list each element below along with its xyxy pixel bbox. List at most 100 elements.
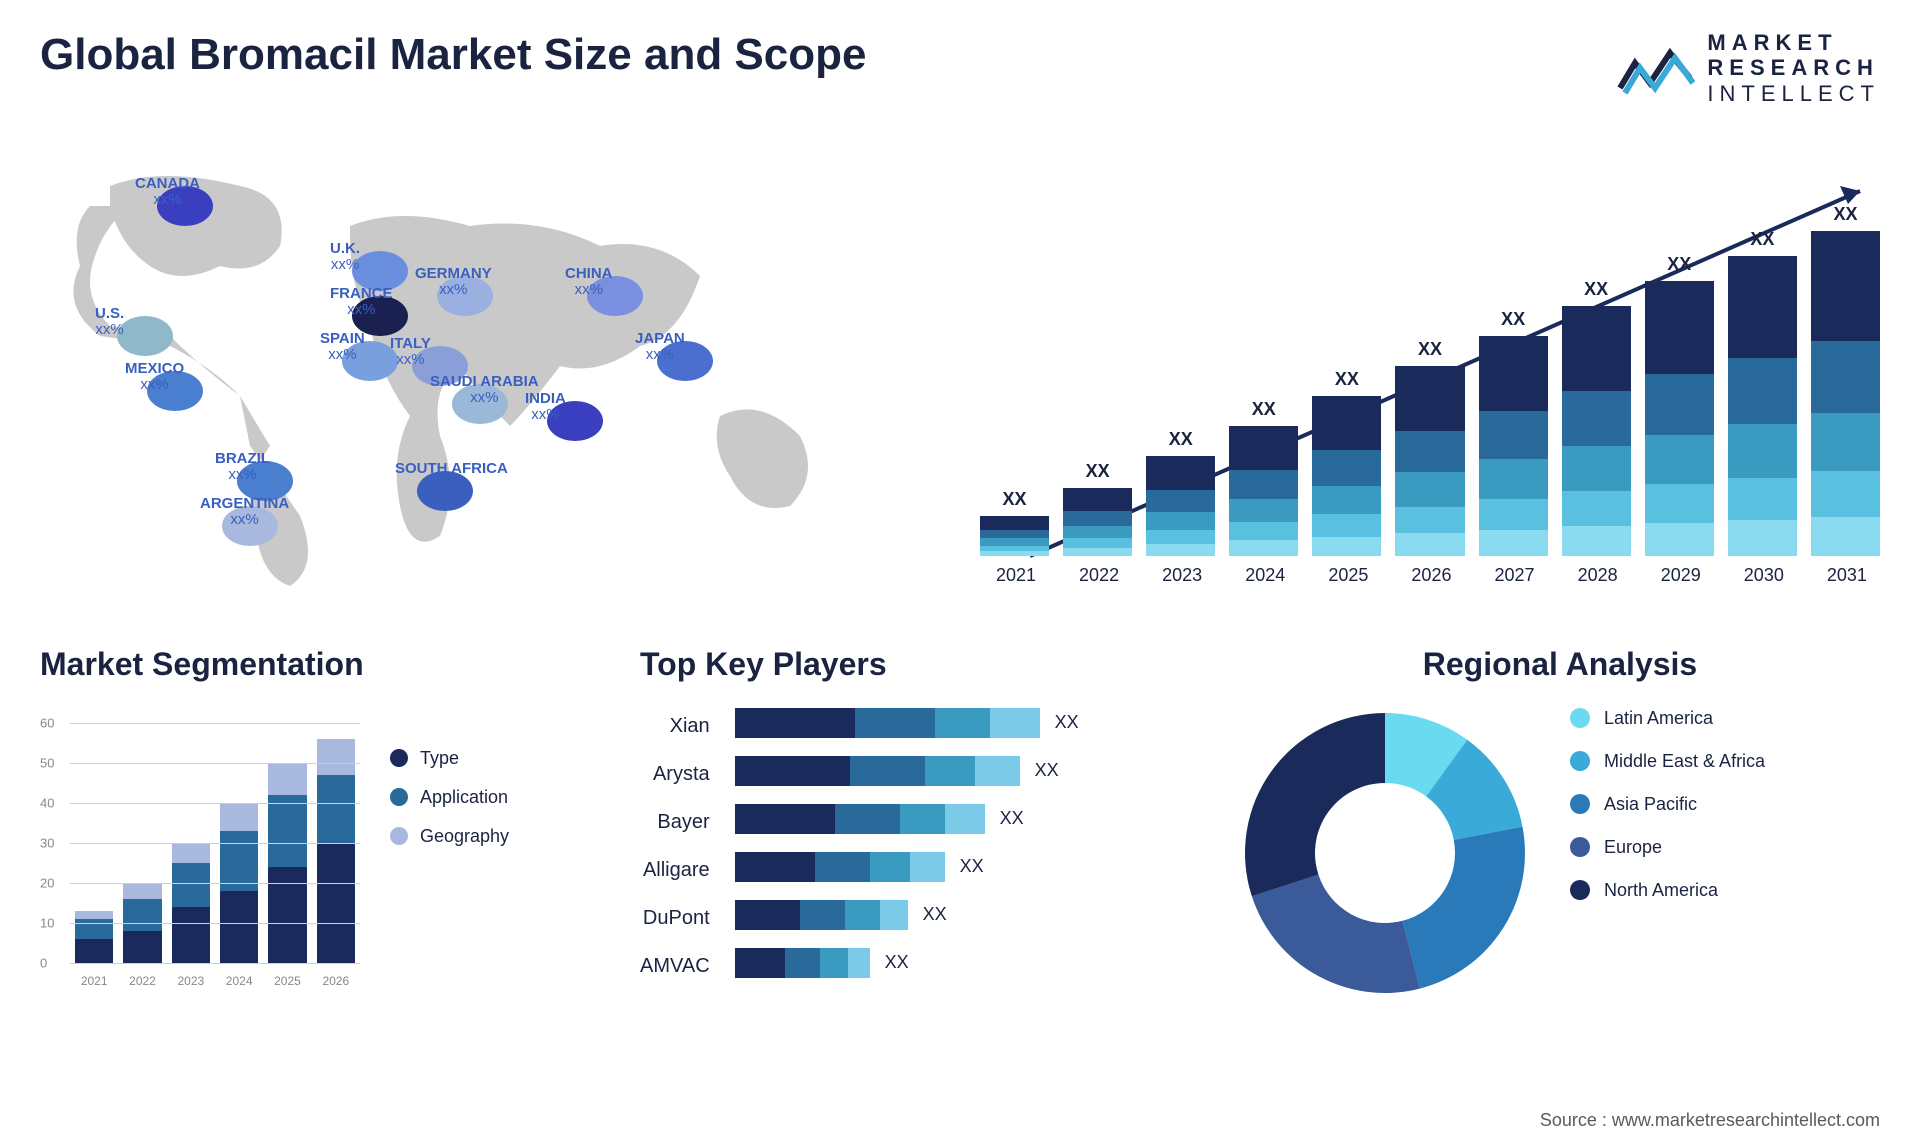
seg-segment bbox=[317, 775, 355, 843]
seg-segment bbox=[220, 803, 258, 831]
country-label-india: INDIAxx% bbox=[525, 391, 566, 424]
kp-row: XX bbox=[735, 804, 1200, 834]
growth-bar-label: XX bbox=[1833, 204, 1857, 225]
kp-seg bbox=[735, 852, 815, 882]
country-label-mexico: MEXICOxx% bbox=[125, 361, 184, 394]
country-label-japan: JAPANxx% bbox=[635, 331, 685, 364]
kp-value: XX bbox=[923, 904, 947, 925]
growth-seg bbox=[1479, 336, 1548, 411]
seg-gridline bbox=[70, 923, 360, 924]
growth-seg bbox=[1395, 472, 1464, 506]
kp-seg bbox=[910, 852, 945, 882]
seg-legend-swatch bbox=[390, 749, 408, 767]
donut-swatch bbox=[1570, 880, 1590, 900]
seg-segment bbox=[123, 883, 161, 899]
growth-seg bbox=[1063, 526, 1132, 538]
kp-seg bbox=[945, 804, 985, 834]
growth-seg bbox=[1312, 514, 1381, 536]
seg-legend-item: Application bbox=[390, 787, 509, 808]
growth-year-label: 2030 bbox=[1728, 565, 1800, 586]
country-label-argentina: ARGENTINAxx% bbox=[200, 496, 289, 529]
kp-row: XX bbox=[735, 708, 1200, 738]
growth-year-label: 2028 bbox=[1562, 565, 1634, 586]
growth-seg bbox=[1728, 358, 1797, 424]
kp-seg bbox=[870, 852, 910, 882]
growth-bar-2025: XX bbox=[1312, 369, 1381, 556]
growth-seg bbox=[1146, 530, 1215, 544]
seg-x-tick: 2025 bbox=[268, 974, 306, 988]
donut-legend-label: North America bbox=[1604, 880, 1718, 901]
growth-seg bbox=[1229, 470, 1298, 499]
seg-legend-label: Type bbox=[420, 748, 459, 769]
seg-legend-swatch bbox=[390, 827, 408, 845]
growth-seg bbox=[1479, 459, 1548, 499]
seg-x-tick: 2023 bbox=[172, 974, 210, 988]
growth-bar-stack bbox=[1312, 396, 1381, 556]
growth-bar-2030: XX bbox=[1728, 229, 1797, 556]
kp-row: XX bbox=[735, 852, 1200, 882]
donut-legend-item: Asia Pacific bbox=[1570, 794, 1765, 815]
seg-gridline bbox=[70, 723, 360, 724]
seg-segment bbox=[172, 843, 210, 863]
country-label-southafrica: SOUTH AFRICAxx% bbox=[395, 461, 508, 494]
kp-value: XX bbox=[885, 952, 909, 973]
country-label-italy: ITALYxx% bbox=[390, 336, 431, 369]
growth-seg bbox=[1562, 306, 1631, 391]
seg-segment bbox=[123, 931, 161, 963]
regional-chart: Latin AmericaMiddle East & AfricaAsia Pa… bbox=[1240, 708, 1880, 998]
donut-legend-item: Europe bbox=[1570, 837, 1765, 858]
growth-seg bbox=[980, 516, 1049, 530]
donut-swatch bbox=[1570, 794, 1590, 814]
growth-seg bbox=[980, 551, 1049, 556]
seg-y-tick: 20 bbox=[40, 875, 54, 890]
growth-seg bbox=[1395, 533, 1464, 556]
growth-seg bbox=[1645, 523, 1714, 556]
kp-seg bbox=[835, 804, 900, 834]
kp-bar bbox=[735, 756, 1020, 786]
growth-seg bbox=[1395, 366, 1464, 431]
growth-seg bbox=[1562, 446, 1631, 491]
growth-bar-stack bbox=[1811, 231, 1880, 556]
key-players-chart: XianArystaBayerAlligareDuPontAMVAC XXXXX… bbox=[640, 708, 1200, 982]
seg-segment bbox=[123, 899, 161, 931]
country-label-spain: SPAINxx% bbox=[320, 331, 365, 364]
growth-bar-stack bbox=[980, 516, 1049, 556]
seg-legend-label: Geography bbox=[420, 826, 509, 847]
page-title: Global Bromacil Market Size and Scope bbox=[40, 30, 866, 80]
growth-seg bbox=[1063, 488, 1132, 511]
seg-y-tick: 50 bbox=[40, 755, 54, 770]
growth-seg bbox=[1728, 478, 1797, 520]
donut-legend-label: Latin America bbox=[1604, 708, 1713, 729]
kp-seg bbox=[785, 948, 820, 978]
segmentation-bars-area: 0102030405060202120222023202420252026 bbox=[40, 708, 360, 988]
kp-value: XX bbox=[960, 856, 984, 877]
growth-seg bbox=[1312, 537, 1381, 556]
growth-year-label: 2023 bbox=[1146, 565, 1218, 586]
growth-year-label: 2031 bbox=[1811, 565, 1883, 586]
donut-legend-label: Europe bbox=[1604, 837, 1662, 858]
growth-bar-label: XX bbox=[1003, 489, 1027, 510]
growth-year-label: 2024 bbox=[1229, 565, 1301, 586]
donut-swatch bbox=[1570, 708, 1590, 728]
growth-seg bbox=[1645, 435, 1714, 485]
kp-seg bbox=[735, 708, 855, 738]
regional-title: Regional Analysis bbox=[1240, 646, 1880, 683]
donut-slice bbox=[1252, 875, 1420, 993]
segmentation-chart: 0102030405060202120222023202420252026 Ty… bbox=[40, 708, 600, 988]
kp-label: Bayer bbox=[657, 808, 709, 838]
growth-seg bbox=[1645, 374, 1714, 435]
growth-seg bbox=[1395, 507, 1464, 534]
growth-seg bbox=[1479, 411, 1548, 459]
growth-seg bbox=[1312, 396, 1381, 450]
segmentation-legend: Type Application Geography bbox=[390, 708, 509, 988]
country-label-china: CHINAxx% bbox=[565, 266, 613, 299]
growth-seg bbox=[1811, 231, 1880, 342]
donut-legend-item: North America bbox=[1570, 880, 1765, 901]
growth-seg bbox=[1063, 548, 1132, 556]
header: Global Bromacil Market Size and Scope MA… bbox=[40, 30, 1880, 106]
kp-seg bbox=[990, 708, 1040, 738]
growth-bar-2031: XX bbox=[1811, 204, 1880, 556]
seg-legend-item: Geography bbox=[390, 826, 509, 847]
key-players-title: Top Key Players bbox=[640, 646, 1200, 683]
country-label-us: U.S.xx% bbox=[95, 306, 124, 339]
